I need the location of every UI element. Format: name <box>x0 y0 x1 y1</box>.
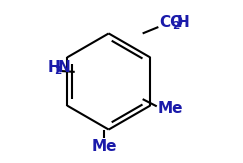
Text: CO: CO <box>159 15 183 30</box>
Text: 2: 2 <box>172 21 180 31</box>
Text: H: H <box>176 15 189 30</box>
Text: H: H <box>47 60 60 75</box>
Text: 2: 2 <box>54 66 61 76</box>
Text: Me: Me <box>91 139 117 154</box>
Text: N: N <box>58 60 71 75</box>
Text: Me: Me <box>157 101 183 116</box>
